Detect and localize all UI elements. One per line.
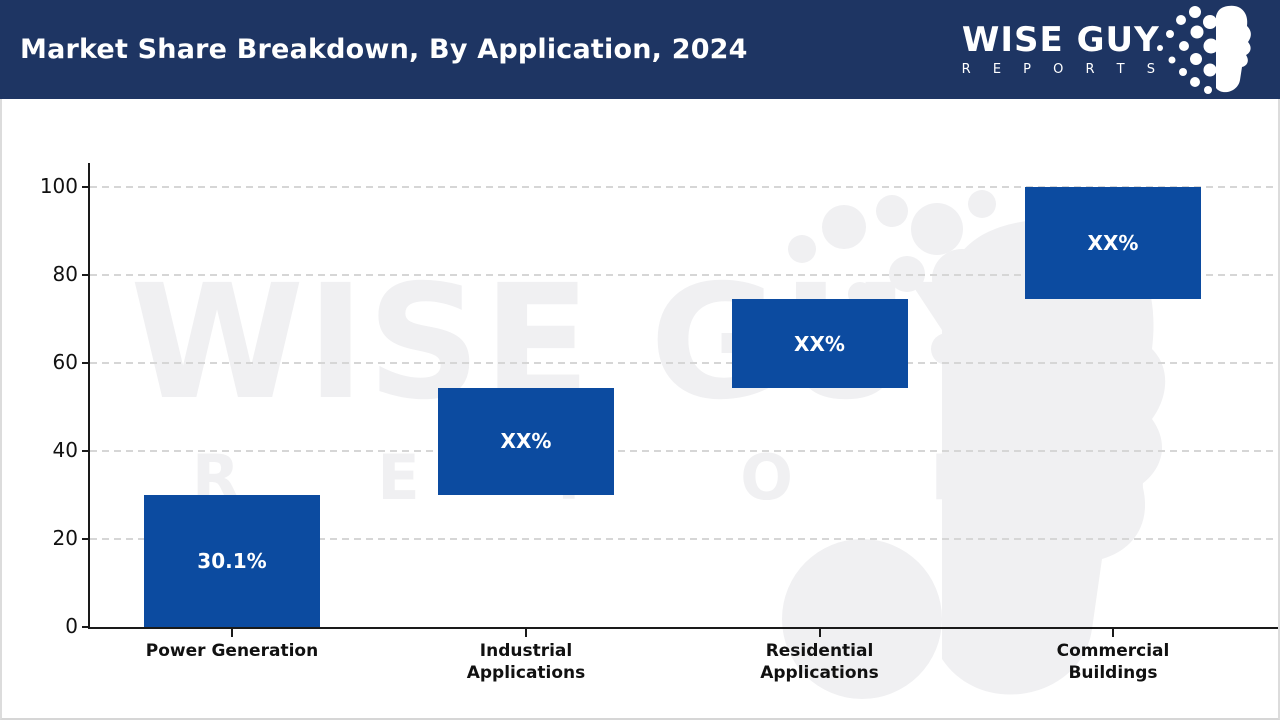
logo-subtitle: R E P O R T S <box>961 62 1164 77</box>
page-title: Market Share Breakdown, By Application, … <box>20 34 748 65</box>
plot-area: WISE GUY R E P O R T S 0 20 40 60 80 100 30.1%… <box>2 99 1278 718</box>
category-label-1: Power Generation <box>145 641 319 661</box>
y-tick-mark <box>82 450 90 452</box>
y-tick-mark <box>82 362 90 364</box>
gridline-y20 <box>90 538 1278 540</box>
bar-value-label: XX% <box>794 331 845 356</box>
y-tick-label: 60 <box>52 350 78 374</box>
bar-3: XX% <box>731 299 908 389</box>
y-tick-label: 20 <box>52 526 78 550</box>
x-tick-mark <box>525 629 527 637</box>
bar-2: XX% <box>438 388 614 495</box>
wiseguy-logo: WISE GUY R E P O R T S <box>958 4 1254 96</box>
y-tick-mark <box>82 186 90 188</box>
bar-1: 30.1% <box>144 494 320 627</box>
gridline-y60 <box>90 362 1278 364</box>
x-axis-line <box>88 627 1278 629</box>
bar-value-label: XX% <box>500 429 552 454</box>
x-tick-mark <box>1112 629 1114 637</box>
y-tick-label: 0 <box>65 614 78 638</box>
wiseguy-logo-text: WISE GUY R E P O R T S <box>958 23 1164 76</box>
category-label-2: Industrial Applications <box>466 641 586 684</box>
category-label-4: Commercial Buildings <box>1056 641 1170 684</box>
x-tick-mark <box>818 629 821 637</box>
y-tick-mark <box>82 274 90 276</box>
y-tick-label: 40 <box>52 438 78 462</box>
wiseguy-face-icon <box>1157 5 1251 94</box>
category-label-3: Residential Applications <box>760 641 879 684</box>
y-tick-label: 80 <box>52 262 78 286</box>
header-bar: Market Share Breakdown, By Application, … <box>0 0 1280 99</box>
logo-wordmark: WISE GUY <box>961 20 1160 60</box>
bar-value-label: XX% <box>1087 231 1139 256</box>
bar-value-label: 30.1% <box>197 548 267 573</box>
y-tick-label: 100 <box>39 174 78 198</box>
gridline-y40 <box>90 450 1278 452</box>
y-tick-mark <box>82 538 90 540</box>
x-tick-mark <box>231 629 233 637</box>
gridline-y80 <box>90 274 1278 276</box>
bar-4: XX% <box>1025 187 1201 300</box>
chart-region: WISE GUY R E P O R T S 0 20 40 60 80 100 30.1%… <box>0 99 1280 720</box>
gridline-y100 <box>90 186 1278 188</box>
y-axis-spine <box>88 163 90 627</box>
y-tick-mark <box>82 626 90 628</box>
watermark-face-icon <box>782 190 1166 699</box>
